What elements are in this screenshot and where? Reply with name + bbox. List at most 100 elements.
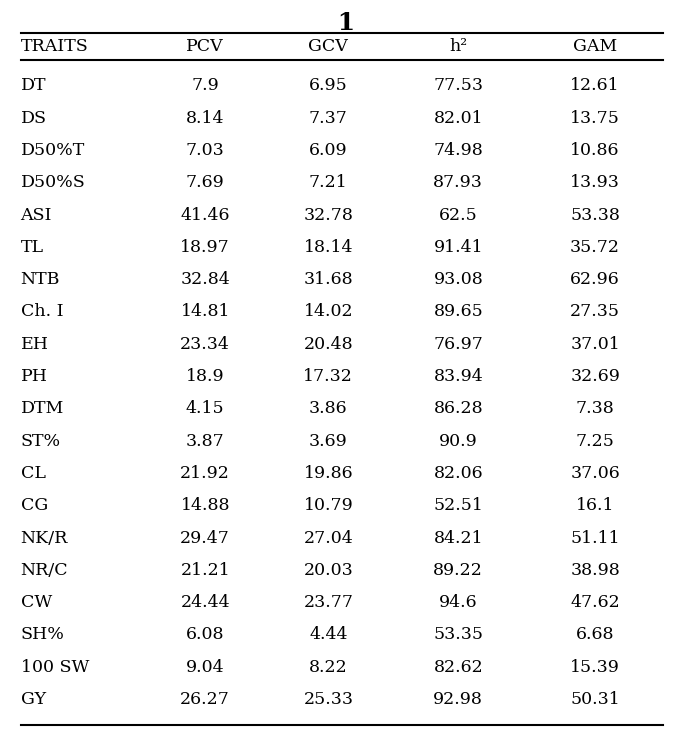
- Text: D50%S: D50%S: [21, 174, 86, 192]
- Text: 29.47: 29.47: [181, 529, 230, 547]
- Text: PH: PH: [21, 368, 47, 385]
- Text: 37.01: 37.01: [570, 335, 620, 353]
- Text: 1: 1: [329, 11, 355, 35]
- Text: 8.14: 8.14: [186, 109, 224, 127]
- Text: PCV: PCV: [186, 37, 224, 55]
- Text: TL: TL: [21, 239, 44, 256]
- Text: 84.21: 84.21: [434, 529, 483, 547]
- Text: 3.87: 3.87: [186, 432, 224, 450]
- Text: 89.22: 89.22: [434, 562, 483, 579]
- Text: 4.15: 4.15: [186, 400, 224, 418]
- Text: 18.9: 18.9: [186, 368, 224, 385]
- Text: 21.92: 21.92: [181, 465, 230, 482]
- Text: NK/R: NK/R: [21, 529, 68, 547]
- Text: CG: CG: [21, 497, 48, 515]
- Text: 53.35: 53.35: [433, 626, 484, 644]
- Text: 7.69: 7.69: [186, 174, 224, 192]
- Text: 31.68: 31.68: [304, 271, 353, 288]
- Text: 21.21: 21.21: [181, 562, 230, 579]
- Text: 37.06: 37.06: [570, 465, 620, 482]
- Text: 7.37: 7.37: [309, 109, 347, 127]
- Text: ASI: ASI: [21, 206, 52, 224]
- Text: 6.95: 6.95: [309, 77, 347, 95]
- Text: NR/C: NR/C: [21, 562, 68, 579]
- Text: 14.88: 14.88: [181, 497, 230, 515]
- Text: 4.44: 4.44: [309, 626, 347, 644]
- Text: 6.68: 6.68: [576, 626, 614, 644]
- Text: 92.98: 92.98: [434, 691, 483, 708]
- Text: h²: h²: [449, 37, 467, 55]
- Text: 82.01: 82.01: [434, 109, 483, 127]
- Text: 76.97: 76.97: [434, 335, 483, 353]
- Text: 83.94: 83.94: [434, 368, 483, 385]
- Text: 8.22: 8.22: [309, 658, 347, 676]
- Text: Ch. I: Ch. I: [21, 303, 63, 321]
- Text: 10.86: 10.86: [570, 142, 620, 159]
- Text: 17.32: 17.32: [304, 368, 353, 385]
- Text: 13.75: 13.75: [570, 109, 620, 127]
- Text: 35.72: 35.72: [570, 239, 620, 256]
- Text: 62.96: 62.96: [570, 271, 620, 288]
- Text: CW: CW: [21, 594, 52, 611]
- Text: NTB: NTB: [21, 271, 60, 288]
- Text: 3.86: 3.86: [309, 400, 347, 418]
- Text: 93.08: 93.08: [434, 271, 483, 288]
- Text: 51.11: 51.11: [570, 529, 620, 547]
- Text: 7.38: 7.38: [576, 400, 614, 418]
- Text: GCV: GCV: [308, 37, 348, 55]
- Text: 12.61: 12.61: [570, 77, 620, 95]
- Text: 7.21: 7.21: [309, 174, 347, 192]
- Text: D50%T: D50%T: [21, 142, 85, 159]
- Text: 15.39: 15.39: [570, 658, 620, 676]
- Text: 20.48: 20.48: [304, 335, 353, 353]
- Text: 50.31: 50.31: [570, 691, 620, 708]
- Text: 52.51: 52.51: [434, 497, 483, 515]
- Text: 20.03: 20.03: [304, 562, 353, 579]
- Text: 77.53: 77.53: [433, 77, 484, 95]
- Text: GAM: GAM: [573, 37, 617, 55]
- Text: 9.04: 9.04: [186, 658, 224, 676]
- Text: 91.41: 91.41: [434, 239, 483, 256]
- Text: 6.08: 6.08: [186, 626, 224, 644]
- Text: 6.09: 6.09: [309, 142, 347, 159]
- Text: DTM: DTM: [21, 400, 64, 418]
- Text: 27.35: 27.35: [570, 303, 620, 321]
- Text: 32.78: 32.78: [304, 206, 353, 224]
- Text: 32.84: 32.84: [181, 271, 230, 288]
- Text: 82.62: 82.62: [434, 658, 483, 676]
- Text: 62.5: 62.5: [439, 206, 477, 224]
- Text: TRAITS: TRAITS: [21, 37, 88, 55]
- Text: 87.93: 87.93: [434, 174, 483, 192]
- Text: 38.98: 38.98: [570, 562, 620, 579]
- Text: SH%: SH%: [21, 626, 64, 644]
- Text: 18.14: 18.14: [304, 239, 353, 256]
- Text: 14.02: 14.02: [304, 303, 353, 321]
- Text: DT: DT: [21, 77, 46, 95]
- Text: 100 SW: 100 SW: [21, 658, 89, 676]
- Text: 94.6: 94.6: [439, 594, 477, 611]
- Text: DS: DS: [21, 109, 47, 127]
- Text: 10.79: 10.79: [304, 497, 353, 515]
- Text: 23.34: 23.34: [181, 335, 230, 353]
- Text: 19.86: 19.86: [304, 465, 353, 482]
- Text: 26.27: 26.27: [181, 691, 230, 708]
- Text: ST%: ST%: [21, 432, 61, 450]
- Text: 53.38: 53.38: [570, 206, 620, 224]
- Text: 25.33: 25.33: [303, 691, 354, 708]
- Text: EH: EH: [21, 335, 49, 353]
- Text: 16.1: 16.1: [576, 497, 614, 515]
- Text: 32.69: 32.69: [570, 368, 620, 385]
- Text: 89.65: 89.65: [434, 303, 483, 321]
- Text: 74.98: 74.98: [434, 142, 483, 159]
- Text: 47.62: 47.62: [570, 594, 620, 611]
- Text: 18.97: 18.97: [181, 239, 230, 256]
- Text: 7.03: 7.03: [186, 142, 224, 159]
- Text: 86.28: 86.28: [434, 400, 483, 418]
- Text: GY: GY: [21, 691, 46, 708]
- Text: 23.77: 23.77: [303, 594, 354, 611]
- Text: 3.69: 3.69: [309, 432, 347, 450]
- Text: 24.44: 24.44: [181, 594, 230, 611]
- Text: 41.46: 41.46: [181, 206, 230, 224]
- Text: 82.06: 82.06: [434, 465, 483, 482]
- Text: 14.81: 14.81: [181, 303, 230, 321]
